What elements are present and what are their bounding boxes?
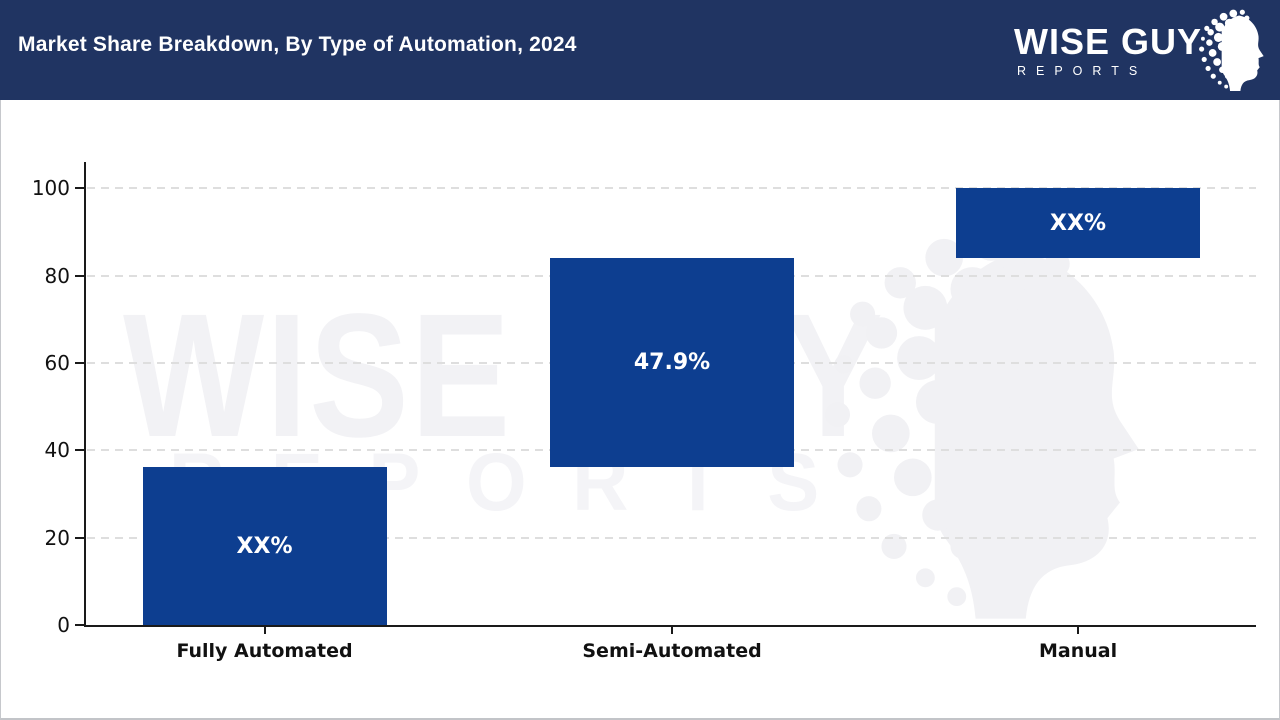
header-bar: Market Share Breakdown, By Type of Autom… xyxy=(0,0,1280,100)
y-tick-mark xyxy=(75,536,84,539)
x-category-label: Manual xyxy=(1038,640,1118,662)
y-tick-mark xyxy=(75,274,84,277)
brand-logo: WISE GUY REPORTS xyxy=(1014,9,1268,93)
y-tick-label: 40 xyxy=(44,438,70,463)
y-tick-label: 60 xyxy=(44,350,70,375)
bar-value-label: XX% xyxy=(1050,210,1107,236)
y-tick-mark xyxy=(75,624,84,626)
x-category-label: Semi-Automated xyxy=(582,640,762,662)
bar-value-label: XX% xyxy=(236,533,293,559)
reports-wordmark: REPORTS xyxy=(1016,64,1148,78)
dotted-head-icon xyxy=(1196,9,1268,93)
bar: XX% xyxy=(956,188,1201,259)
chart-card: WISE GUY REPORTS 0 20 40 60 80 100 XX% Fully Au… xyxy=(0,100,1280,720)
y-tick-mark xyxy=(75,449,84,452)
y-tick-mark xyxy=(75,361,84,364)
bar: XX% xyxy=(142,467,387,625)
gridline xyxy=(87,536,1256,539)
x-tick-mark xyxy=(1077,627,1080,634)
x-axis xyxy=(84,625,1256,627)
page-title: Market Share Breakdown, By Type of Autom… xyxy=(18,33,577,56)
y-tick-label: 80 xyxy=(44,263,70,288)
x-category-label: Fully Automated xyxy=(176,640,353,662)
y-tick-label: 20 xyxy=(44,525,70,550)
gridline xyxy=(87,187,1256,190)
brand-logo-text: WISE GUY REPORTS xyxy=(1013,21,1202,79)
y-tick-label: 100 xyxy=(31,176,70,201)
y-tick-mark xyxy=(75,187,84,190)
x-tick-mark xyxy=(263,627,266,634)
bar-chart: 0 20 40 60 80 100 XX% Fully Automated 47.9% Semi-… xyxy=(1,100,1279,718)
bar: 47.9% xyxy=(550,258,795,468)
bar-value-label: 47.9% xyxy=(633,350,711,376)
y-axis xyxy=(84,162,86,627)
y-tick-label: 0 xyxy=(57,613,70,637)
x-tick-mark xyxy=(671,627,674,634)
wiseguy-wordmark: WISE GUY xyxy=(1013,21,1202,62)
